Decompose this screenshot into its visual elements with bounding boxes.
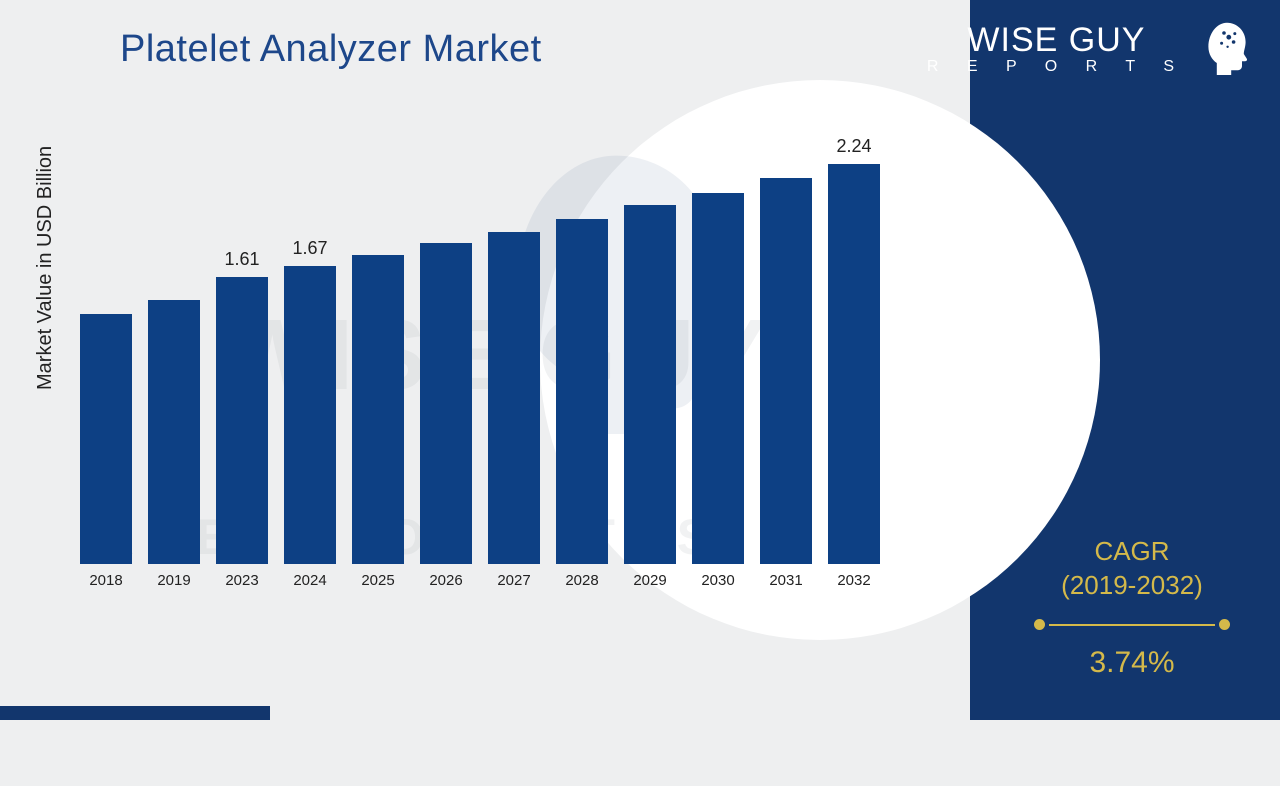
bar-group: 1.67 — [284, 238, 336, 564]
bars-container: 1.611.672.24 — [80, 165, 910, 564]
bar-value-label: 1.67 — [292, 238, 327, 260]
x-axis-label: 2025 — [352, 572, 404, 589]
chart-title: Platelet Analyzer Market — [120, 28, 542, 71]
bar — [420, 243, 472, 564]
cagr-label-1: CAGR — [1094, 536, 1169, 566]
x-axis-label: 2031 — [760, 572, 812, 589]
cagr-block: CAGR (2019-2032) 3.74% — [1022, 535, 1242, 680]
logo-line1: WISE GUY — [927, 21, 1186, 60]
bar-group — [556, 191, 608, 564]
logo-line2: R E P O R T S — [927, 58, 1186, 76]
logo: WISE GUY R E P O R T S — [927, 18, 1254, 78]
x-axis-label: 2024 — [284, 572, 336, 589]
logo-text-row: WISE GUY R E P O R T S — [927, 18, 1254, 78]
bar — [556, 219, 608, 564]
x-axis-label: 2029 — [624, 572, 676, 589]
bar-group: 2.24 — [828, 136, 880, 564]
cagr-divider — [1034, 619, 1230, 630]
chart-area: Platelet Analyzer Market WISE GUY R E P … — [0, 0, 970, 720]
cagr-label: CAGR (2019-2032) — [1022, 535, 1242, 603]
bar-group — [148, 272, 200, 564]
x-axis-label: 2027 — [488, 572, 540, 589]
bar-group: 1.61 — [216, 249, 268, 565]
bar — [80, 314, 132, 564]
bar — [488, 232, 540, 564]
bar — [760, 178, 812, 564]
bar-value-label: 1.61 — [224, 249, 259, 271]
bar — [284, 266, 336, 564]
bar — [624, 205, 676, 564]
bar-group — [692, 165, 744, 564]
x-axis-label: 2030 — [692, 572, 744, 589]
bottom-accent-bar — [0, 706, 270, 720]
y-axis-label: Market Value in USD Billion — [34, 146, 57, 390]
bar — [216, 277, 268, 565]
bar-group — [80, 286, 132, 564]
x-axis-label: 2023 — [216, 572, 268, 589]
x-axis-label: 2019 — [148, 572, 200, 589]
x-axis-label: 2026 — [420, 572, 472, 589]
bar-group — [760, 150, 812, 564]
chart-plot: 1.611.672.24 — [80, 165, 910, 565]
x-labels-container: 2018 2019 2023 2024 2025 2026 2027 2028 2029 2030… — [80, 572, 910, 589]
cagr-dot-left — [1034, 619, 1045, 630]
bar-group — [420, 215, 472, 564]
bar-value-label: 2.24 — [836, 136, 871, 158]
x-axis-label: 2032 — [828, 572, 880, 589]
cagr-dot-right — [1219, 619, 1230, 630]
bar — [352, 255, 404, 564]
cagr-value: 3.74% — [1022, 646, 1242, 680]
logo-head-icon — [1194, 18, 1254, 78]
x-axis-label: 2028 — [556, 572, 608, 589]
cagr-bar-line — [1049, 624, 1215, 626]
bar-group — [352, 227, 404, 564]
bar-group — [488, 204, 540, 564]
cagr-label-2: (2019-2032) — [1061, 570, 1203, 600]
bar — [828, 164, 880, 564]
x-axis-label: 2018 — [80, 572, 132, 589]
bar-group — [624, 177, 676, 564]
bar — [692, 193, 744, 564]
bar — [148, 300, 200, 564]
